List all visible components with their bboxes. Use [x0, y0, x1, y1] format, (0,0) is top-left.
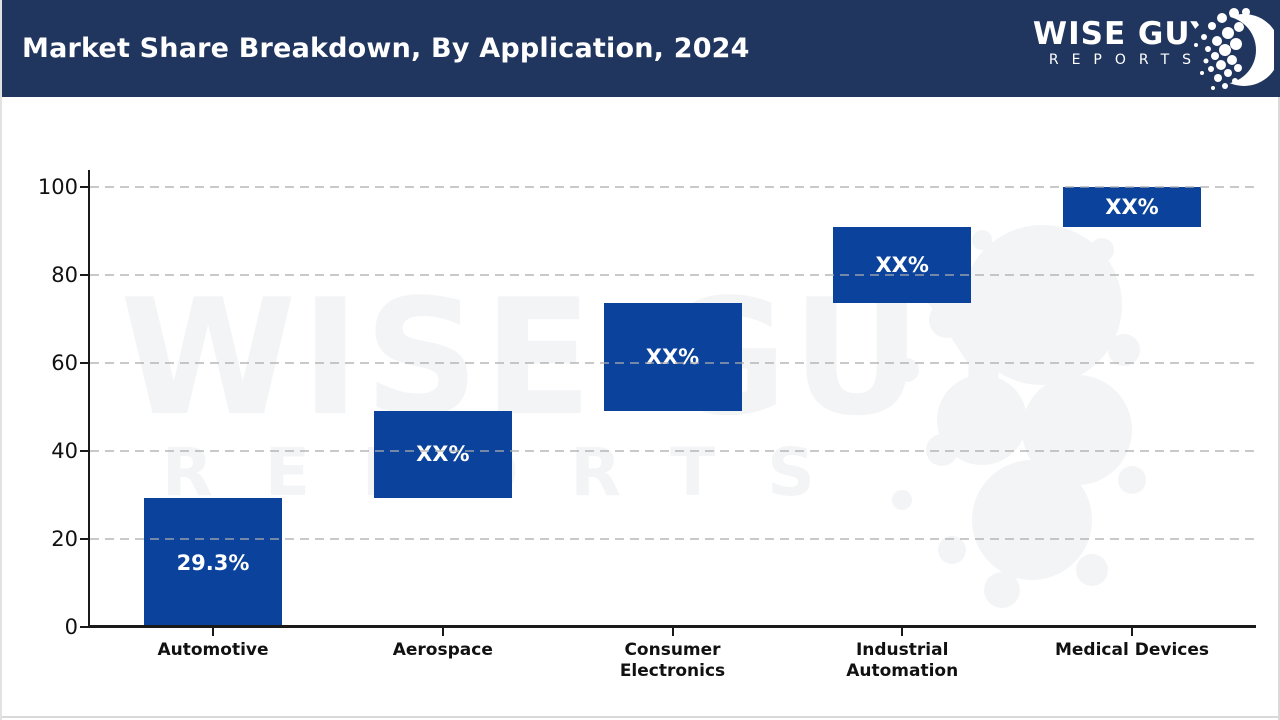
logo-face-icon	[1194, 8, 1274, 90]
x-tick-mark	[671, 628, 674, 636]
category-label: Automotive	[157, 640, 269, 660]
y-tick-label: 80	[51, 263, 78, 287]
gridline-80	[90, 274, 1255, 276]
x-axis-line	[88, 625, 1256, 628]
bar-value-label: XX%	[1105, 195, 1159, 220]
category-label: Medical Devices	[1054, 640, 1209, 660]
x-tick-mark	[1131, 628, 1133, 636]
bar-value-label: 29.3%	[176, 550, 250, 575]
bar-automotive: 29.3%	[144, 498, 282, 627]
x-tick-mark	[441, 628, 444, 636]
y-tick-label: 20	[51, 527, 78, 551]
x-tick-mark	[212, 628, 214, 636]
gridline-60	[90, 362, 1255, 364]
y-tick-mark	[80, 362, 89, 364]
category-label: Consumer Electronics	[619, 640, 726, 682]
gridline-100	[90, 186, 1255, 188]
footer-divider	[2, 716, 1280, 718]
y-tick-mark	[80, 186, 89, 188]
bar-value-label: XX%	[416, 442, 470, 467]
y-axis-line	[88, 170, 90, 628]
y-tick-label: 100	[37, 175, 78, 199]
logo-wordmark: WISE GUY	[1032, 16, 1214, 52]
gridline-40	[90, 450, 1255, 452]
y-tick-mark	[80, 274, 89, 276]
bar-aerospace: XX%	[373, 410, 512, 499]
bar-value-label: XX%	[645, 344, 700, 369]
bar-medical-devices: XX%	[1063, 187, 1201, 228]
brand-logo: WISE GUY REPORTS	[1033, 17, 1214, 69]
y-tick-label: 40	[51, 439, 78, 463]
y-tick-label: 60	[51, 351, 78, 375]
category-label: Aerospace	[392, 640, 493, 660]
y-tick-mark	[80, 538, 89, 540]
page-title: Market Share Breakdown, By Application, …	[22, 33, 750, 64]
category-label: Industrial Automation	[846, 640, 959, 682]
bar-consumer-electronics: XX%	[603, 302, 742, 411]
header-bar: Market Share Breakdown, By Application, …	[2, 0, 1280, 97]
x-tick-mark	[901, 628, 904, 636]
y-tick-mark	[80, 450, 89, 452]
logo-subtitle: REPORTS	[1048, 52, 1205, 68]
y-tick-label: 0	[64, 615, 78, 639]
y-tick-mark	[80, 626, 89, 628]
gridline-20	[90, 538, 1255, 540]
bar-industrial-automation: XX%	[833, 227, 972, 303]
